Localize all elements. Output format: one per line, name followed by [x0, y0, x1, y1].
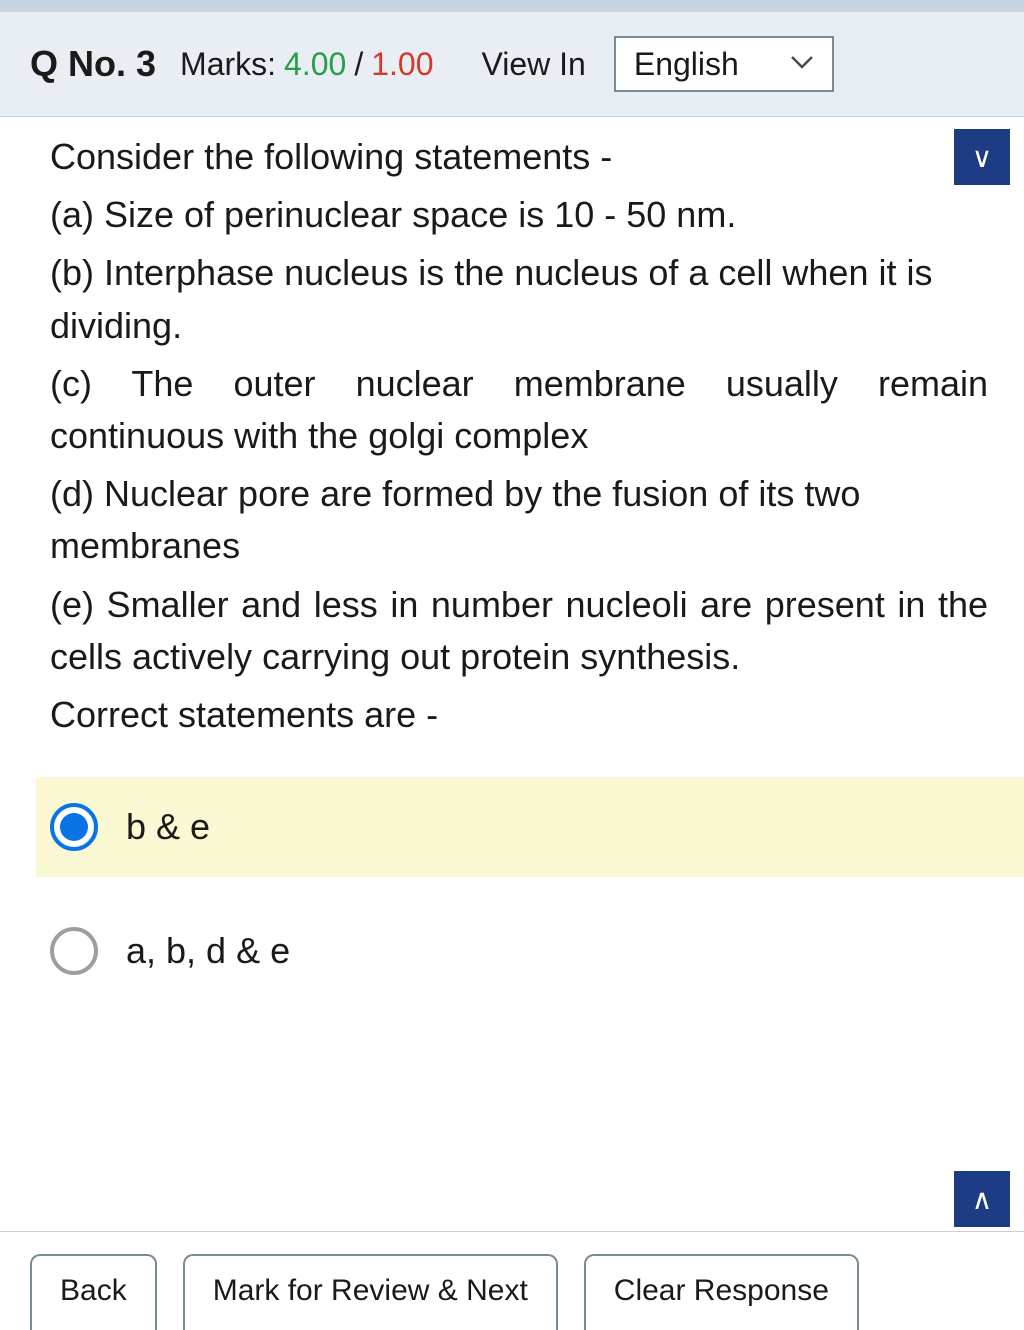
option-row[interactable]: a, b, d & e	[36, 901, 1024, 1001]
caret-up-icon: ∧	[972, 1183, 993, 1216]
question-body: Consider the following statements - (a) …	[0, 117, 1024, 1001]
top-strip	[0, 0, 1024, 12]
scroll-up-button[interactable]: ∧	[954, 1171, 1010, 1227]
mark-for-review-next-button[interactable]: Mark for Review & Next	[183, 1254, 558, 1330]
chevron-down-icon	[790, 55, 814, 74]
viewin-label: View In	[481, 46, 585, 83]
marks-negative: 1.00	[371, 46, 433, 83]
marks-separator: /	[354, 46, 363, 83]
option-row[interactable]: b & e	[36, 777, 1024, 877]
question-intro: Consider the following statements -	[50, 131, 988, 183]
statement-e: (e) Smaller and less in number nucleoli …	[50, 579, 988, 683]
marks-label: Marks:	[180, 46, 276, 83]
question-number: Q No. 3	[30, 43, 156, 85]
radio-inner-icon	[60, 813, 88, 841]
caret-down-icon: ∨	[972, 141, 993, 174]
option-label: a, b, d & e	[126, 925, 290, 977]
language-select-value: English	[634, 46, 739, 83]
statement-b: (b) Interphase nucleus is the nucleus of…	[50, 247, 988, 351]
statement-c: (c) The outer nuclear membrane usually r…	[50, 358, 988, 462]
marks-positive: 4.00	[284, 46, 346, 83]
options-area: b & e a, b, d & e	[50, 777, 988, 1001]
radio-icon	[50, 927, 98, 975]
statement-a: (a) Size of perinuclear space is 10 - 50…	[50, 189, 988, 241]
radio-icon	[50, 803, 98, 851]
question-header: Q No. 3 Marks: 4.00 / 1.00 View In Engli…	[0, 12, 1024, 117]
scroll-down-button[interactable]: ∨	[954, 129, 1010, 185]
question-ending: Correct statements are -	[50, 689, 988, 741]
clear-response-button[interactable]: Clear Response	[584, 1254, 859, 1330]
statement-d: (d) Nuclear pore are formed by the fusio…	[50, 468, 988, 572]
footer-bar: Back Mark for Review & Next Clear Respon…	[0, 1232, 1024, 1330]
back-button[interactable]: Back	[30, 1254, 157, 1330]
option-label: b & e	[126, 801, 210, 853]
content-area: ∨ Consider the following statements - (a…	[0, 117, 1024, 1197]
language-select[interactable]: English	[614, 36, 834, 92]
